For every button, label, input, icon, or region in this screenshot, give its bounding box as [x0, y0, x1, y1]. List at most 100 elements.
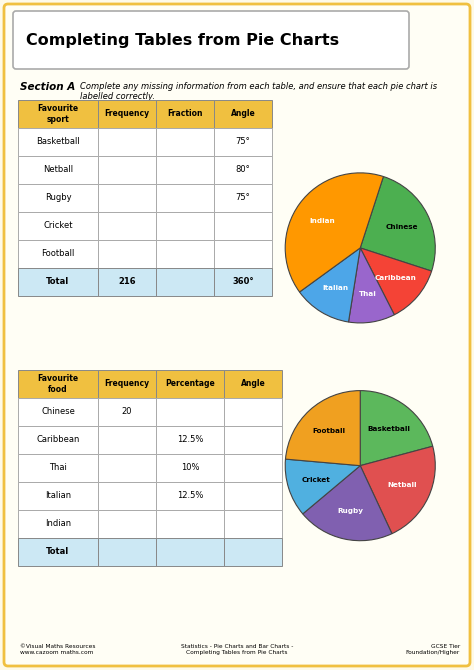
Bar [156, 184, 214, 212]
Text: Frequency: Frequency [104, 379, 150, 389]
Text: Chinese: Chinese [41, 407, 75, 417]
Bar [18, 268, 98, 296]
Text: Angle: Angle [241, 379, 265, 389]
Bar [156, 454, 224, 482]
Text: 10%: 10% [181, 464, 199, 472]
Wedge shape [285, 173, 383, 292]
Bar [98, 100, 156, 128]
Text: Caribbean: Caribbean [374, 275, 417, 281]
Text: Section A: Section A [20, 82, 75, 92]
Bar [224, 510, 282, 538]
Text: Indian: Indian [310, 218, 336, 224]
FancyBboxPatch shape [4, 4, 470, 666]
Bar [18, 240, 98, 268]
Text: Percentage: Percentage [165, 379, 215, 389]
Bar [18, 454, 98, 482]
Text: 80°: 80° [236, 165, 250, 174]
Bar [98, 268, 156, 296]
Text: Complete any missing information from each table, and ensure that each pie chart: Complete any missing information from ea… [80, 82, 437, 101]
Text: Favourite
food: Favourite food [37, 375, 79, 394]
Wedge shape [360, 391, 433, 466]
Bar [214, 184, 272, 212]
Bar [18, 482, 98, 510]
Bar [18, 426, 98, 454]
Text: Chinese: Chinese [385, 224, 418, 230]
Wedge shape [285, 391, 360, 466]
Text: Netball: Netball [388, 482, 417, 488]
Bar [214, 268, 272, 296]
Bar [224, 454, 282, 482]
Text: Caribbean: Caribbean [36, 436, 80, 444]
Bar [18, 128, 98, 156]
Bar [18, 370, 98, 398]
Text: 75°: 75° [236, 194, 250, 202]
Bar [98, 156, 156, 184]
Wedge shape [360, 176, 435, 271]
Bar [214, 212, 272, 240]
Wedge shape [348, 248, 394, 323]
Text: GCSE Tier
Foundation/Higher: GCSE Tier Foundation/Higher [406, 644, 460, 655]
Bar [156, 398, 224, 426]
Bar [156, 156, 214, 184]
Bar [18, 538, 98, 566]
Text: Statistics - Pie Charts and Bar Charts -
Completing Tables from Pie Charts: Statistics - Pie Charts and Bar Charts -… [181, 644, 293, 655]
Text: Netball: Netball [43, 165, 73, 174]
Wedge shape [360, 248, 432, 315]
Bar [214, 100, 272, 128]
Text: Total: Total [46, 547, 70, 557]
Bar [18, 398, 98, 426]
Text: Rugby: Rugby [45, 194, 71, 202]
Text: 20: 20 [122, 407, 132, 417]
Wedge shape [303, 466, 392, 541]
Text: Completing Tables from Pie Charts: Completing Tables from Pie Charts [26, 34, 339, 48]
Bar [156, 510, 224, 538]
Text: Football: Football [41, 249, 75, 259]
Text: Favourite
sport: Favourite sport [37, 105, 79, 124]
Wedge shape [300, 248, 360, 322]
Bar [224, 482, 282, 510]
Bar [214, 128, 272, 156]
Bar [156, 240, 214, 268]
Bar [98, 128, 156, 156]
Bar [156, 128, 214, 156]
Bar [98, 212, 156, 240]
Text: Indian: Indian [45, 519, 71, 529]
Text: Frequency: Frequency [104, 109, 150, 119]
Text: ©Visual Maths Resources
www.cazoom maths.com: ©Visual Maths Resources www.cazoom maths… [20, 644, 95, 655]
Bar [98, 398, 156, 426]
Bar [224, 538, 282, 566]
Text: Italian: Italian [45, 492, 71, 500]
Bar [98, 510, 156, 538]
Bar [156, 370, 224, 398]
Bar [18, 184, 98, 212]
Bar [224, 370, 282, 398]
Bar [156, 212, 214, 240]
Bar [214, 156, 272, 184]
Bar [98, 370, 156, 398]
Bar [98, 426, 156, 454]
Text: Basketball: Basketball [367, 425, 410, 431]
Text: Cricket: Cricket [301, 476, 330, 482]
Bar [18, 212, 98, 240]
Bar [224, 426, 282, 454]
Bar [156, 100, 214, 128]
Text: Rugby: Rugby [337, 508, 363, 514]
Text: Basketball: Basketball [36, 137, 80, 147]
Bar [98, 240, 156, 268]
Text: 360°: 360° [232, 277, 254, 287]
Bar [18, 510, 98, 538]
Text: Angle: Angle [231, 109, 255, 119]
Bar [98, 184, 156, 212]
Text: Cricket: Cricket [43, 222, 73, 230]
FancyBboxPatch shape [13, 11, 409, 69]
Text: Fraction: Fraction [167, 109, 203, 119]
Text: Thai: Thai [49, 464, 67, 472]
Bar [156, 538, 224, 566]
Text: Italian: Italian [323, 285, 349, 291]
Text: 12.5%: 12.5% [177, 436, 203, 444]
Bar [214, 240, 272, 268]
Text: Total: Total [46, 277, 70, 287]
Text: Thai: Thai [359, 291, 376, 297]
Bar [156, 426, 224, 454]
Bar [18, 156, 98, 184]
